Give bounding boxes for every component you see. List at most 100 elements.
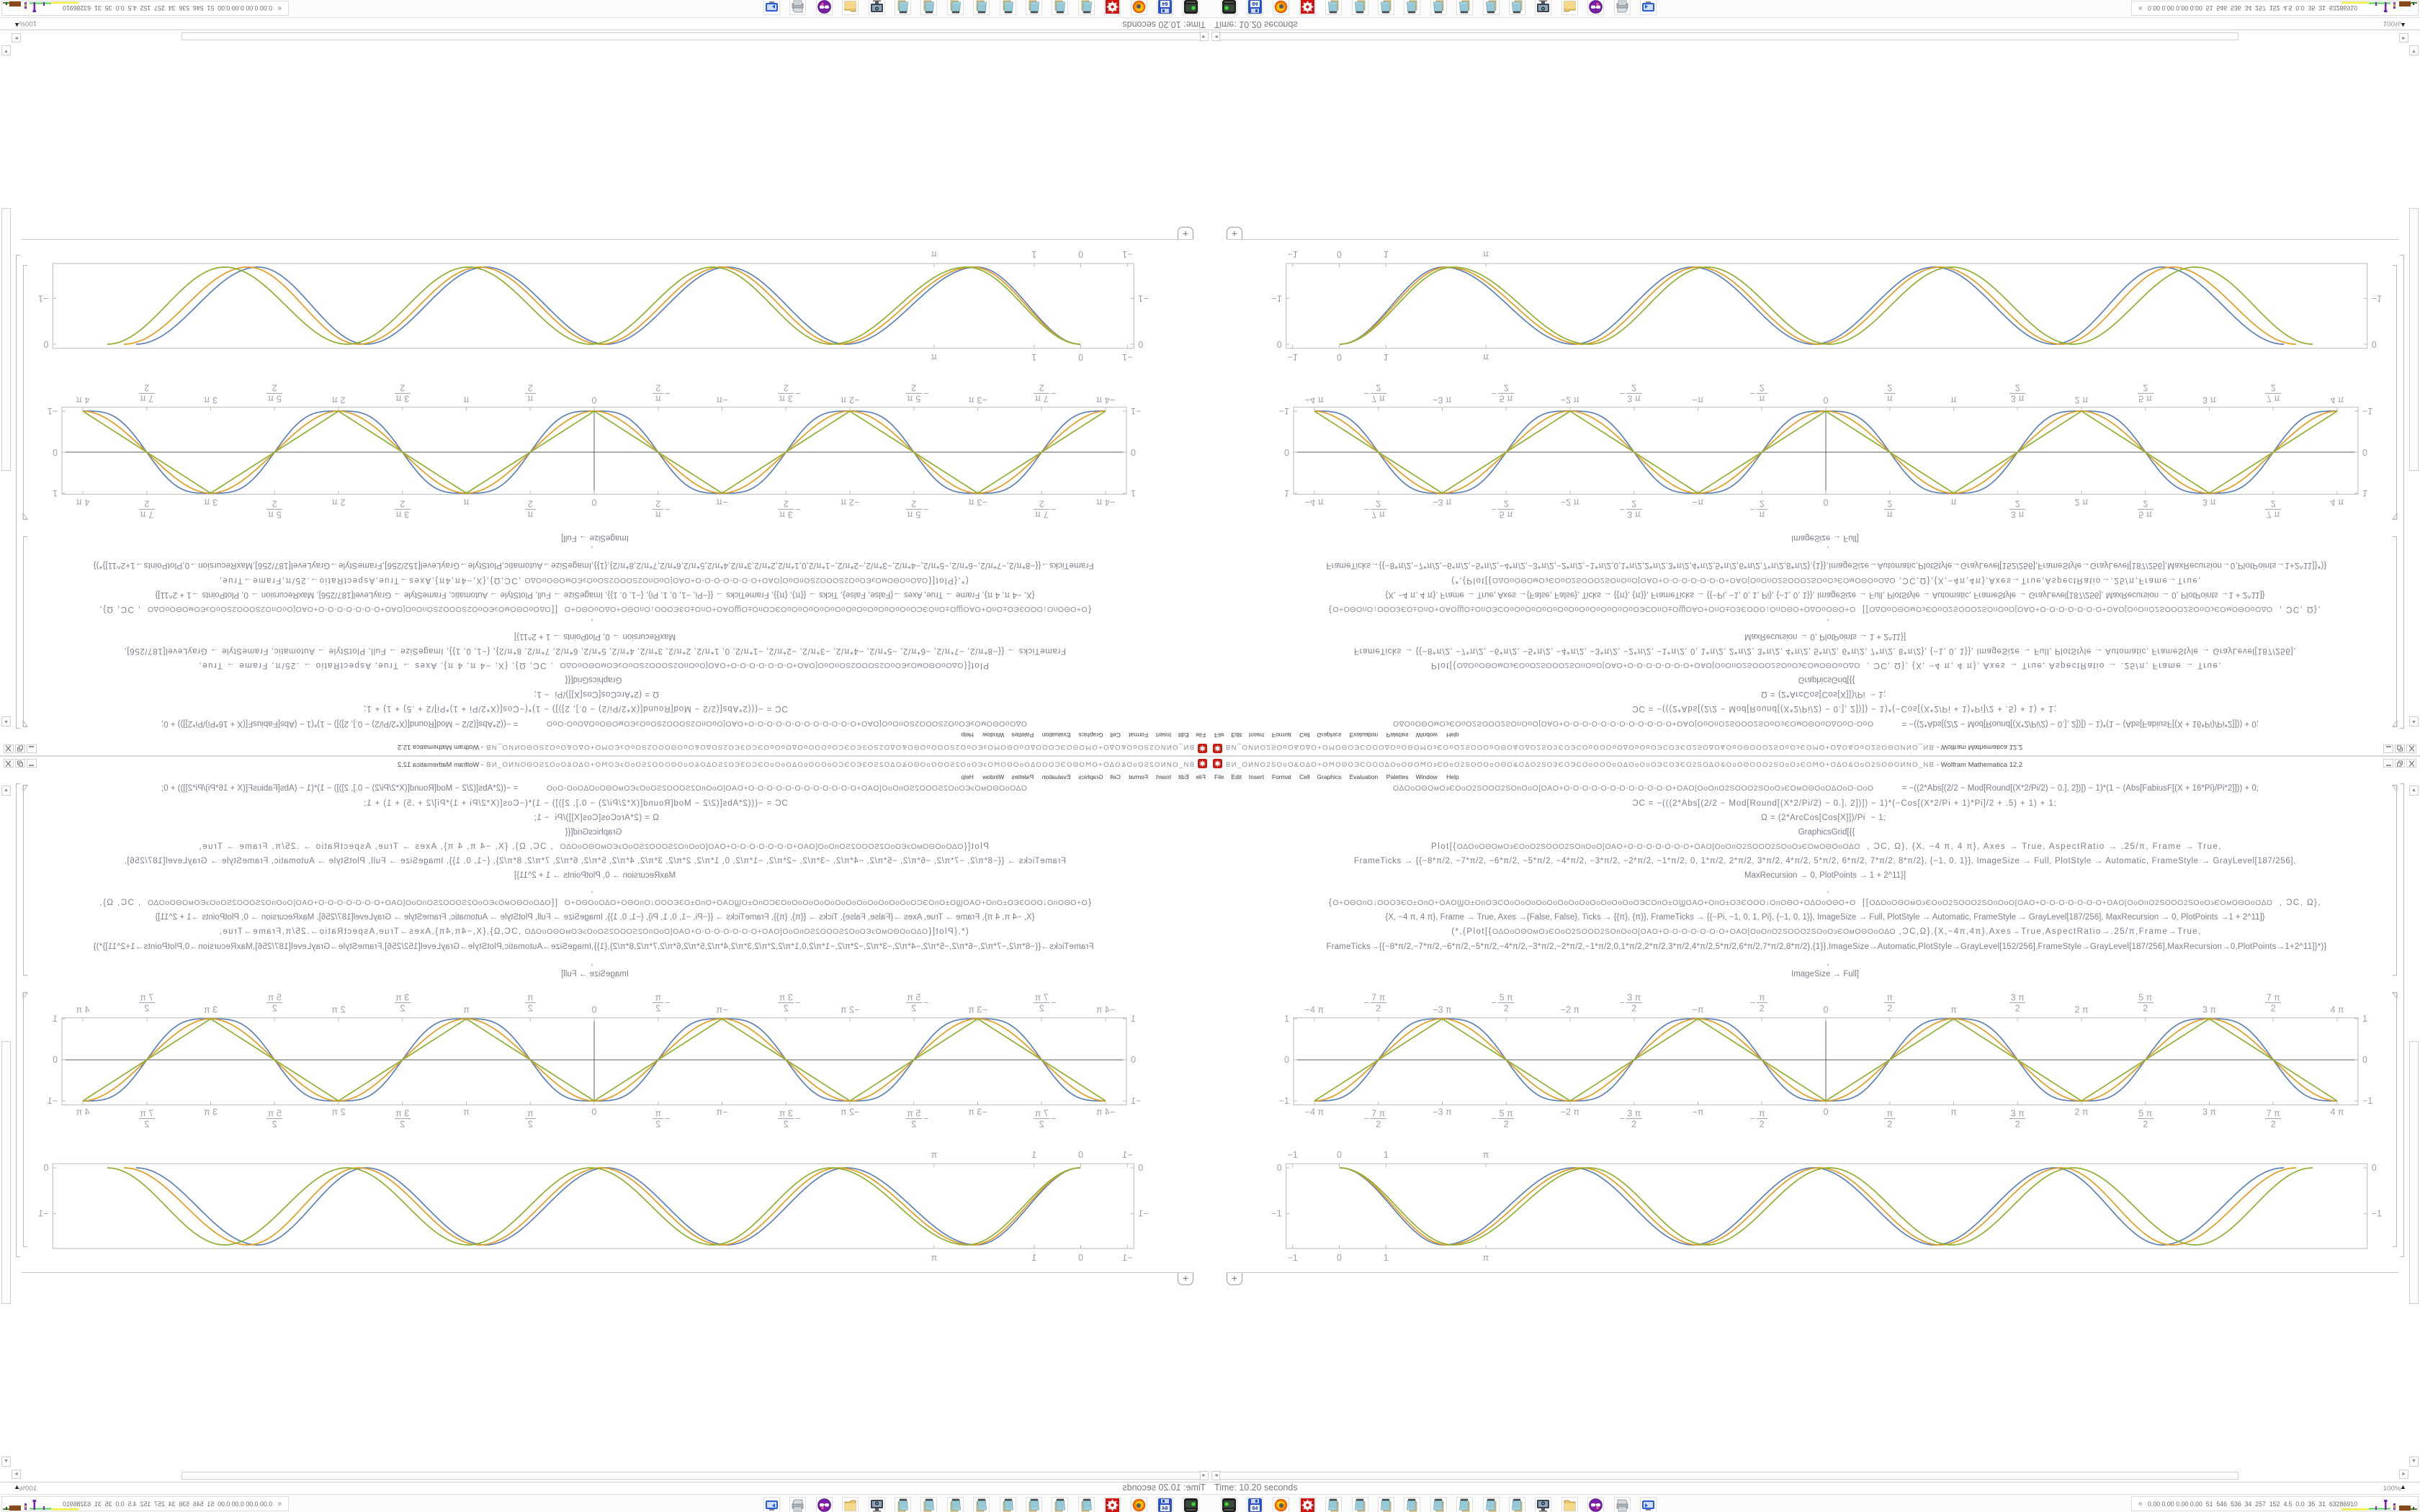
svg-text:3 π: 3 π bbox=[395, 1109, 409, 1119]
svg-text:π: π bbox=[1950, 497, 1957, 507]
svg-text:2: 2 bbox=[1039, 1120, 1044, 1130]
svg-text:2: 2 bbox=[272, 498, 277, 508]
svg-text:π: π bbox=[931, 352, 937, 362]
svg-text:64: 64 bbox=[1162, 1506, 1168, 1511]
svg-text:−1: −1 bbox=[1122, 249, 1132, 259]
svg-text:2: 2 bbox=[400, 1004, 405, 1014]
svg-text:2: 2 bbox=[1376, 1120, 1381, 1130]
svg-text:−π: −π bbox=[716, 1107, 727, 1117]
svg-text:2: 2 bbox=[1504, 498, 1509, 508]
svg-text:−: − bbox=[1364, 998, 1369, 1008]
svg-text:0: 0 bbox=[1131, 447, 1136, 457]
svg-text:2 π: 2 π bbox=[2074, 395, 2088, 405]
svg-text:0: 0 bbox=[1824, 395, 1829, 405]
svg-text:2: 2 bbox=[1504, 1120, 1509, 1130]
svg-text:−1: −1 bbox=[1279, 406, 1289, 416]
svg-text:7 π: 7 π bbox=[1371, 993, 1385, 1003]
svg-text:3 π: 3 π bbox=[2202, 1005, 2216, 1015]
svg-text:−1: −1 bbox=[1288, 1150, 1298, 1160]
svg-text:7 π: 7 π bbox=[2267, 993, 2280, 1003]
svg-text:0: 0 bbox=[1138, 339, 1143, 349]
svg-text:−: − bbox=[923, 1114, 928, 1124]
svg-text:−3 π: −3 π bbox=[1433, 1005, 1452, 1015]
svg-text:π: π bbox=[1483, 1150, 1489, 1160]
svg-text:2: 2 bbox=[1887, 1004, 1892, 1014]
svg-text:7 π: 7 π bbox=[1034, 393, 1048, 403]
svg-text:3 π: 3 π bbox=[779, 993, 792, 1003]
svg-text:−3 π: −3 π bbox=[968, 497, 987, 507]
svg-text:2: 2 bbox=[1760, 498, 1765, 508]
svg-text:π: π bbox=[1950, 1005, 1957, 1015]
svg-text:1: 1 bbox=[1284, 488, 1289, 498]
svg-text:5 π: 5 π bbox=[1500, 393, 1513, 403]
svg-text:−1: −1 bbox=[1122, 1253, 1132, 1263]
svg-text:0: 0 bbox=[1131, 1055, 1136, 1065]
svg-text:2: 2 bbox=[2271, 382, 2276, 392]
svg-text:64: 64 bbox=[1162, 1, 1168, 6]
svg-text:3 π: 3 π bbox=[204, 1107, 218, 1117]
svg-text:π: π bbox=[931, 1150, 937, 1160]
svg-text:−2 π: −2 π bbox=[840, 395, 859, 405]
svg-text:2: 2 bbox=[144, 1120, 149, 1130]
svg-text:−1: −1 bbox=[1288, 352, 1298, 362]
svg-text:2: 2 bbox=[400, 382, 405, 392]
svg-text:0: 0 bbox=[1824, 1107, 1829, 1117]
svg-text:2: 2 bbox=[1376, 498, 1381, 508]
svg-text:0: 0 bbox=[1824, 497, 1829, 507]
svg-text:−: − bbox=[1492, 388, 1497, 398]
svg-text:2: 2 bbox=[272, 1120, 277, 1130]
svg-text:−: − bbox=[795, 998, 800, 1008]
svg-text:3 π: 3 π bbox=[204, 395, 218, 405]
svg-text:2: 2 bbox=[1760, 1004, 1765, 1014]
svg-text:2: 2 bbox=[1039, 1004, 1044, 1014]
svg-text:2: 2 bbox=[2015, 1004, 2020, 1014]
svg-text:4 π: 4 π bbox=[2330, 395, 2344, 405]
svg-text:2: 2 bbox=[911, 382, 916, 392]
svg-text:−3 π: −3 π bbox=[968, 1005, 987, 1015]
svg-text:64: 64 bbox=[1252, 1, 1258, 6]
svg-text:−: − bbox=[1051, 504, 1056, 514]
svg-text:0: 0 bbox=[1824, 1005, 1829, 1015]
svg-text:−2 π: −2 π bbox=[840, 1005, 859, 1015]
svg-text:−1: −1 bbox=[38, 293, 48, 303]
svg-text:5 π: 5 π bbox=[267, 1109, 281, 1119]
svg-text:4 π: 4 π bbox=[2330, 1005, 2344, 1015]
svg-text:−: − bbox=[1364, 1114, 1369, 1124]
svg-text:7 π: 7 π bbox=[140, 993, 153, 1003]
svg-text:−: − bbox=[923, 504, 928, 514]
svg-text:0: 0 bbox=[1078, 352, 1083, 362]
svg-text:1: 1 bbox=[1031, 249, 1036, 259]
svg-text:5 π: 5 π bbox=[1500, 993, 1513, 1003]
svg-text:5 π: 5 π bbox=[907, 509, 920, 519]
svg-text:−: − bbox=[1492, 504, 1497, 514]
svg-text:π: π bbox=[1483, 352, 1489, 362]
svg-text:3 π: 3 π bbox=[2011, 993, 2025, 1003]
svg-text:−1: −1 bbox=[1138, 1209, 1148, 1219]
svg-text:2: 2 bbox=[1039, 382, 1044, 392]
svg-text:2: 2 bbox=[1376, 1004, 1381, 1014]
svg-text:3 π: 3 π bbox=[2011, 1109, 2025, 1119]
svg-text:2: 2 bbox=[911, 498, 916, 508]
svg-text:2: 2 bbox=[1376, 382, 1381, 392]
svg-text:2: 2 bbox=[2015, 1120, 2020, 1130]
svg-text:0: 0 bbox=[2372, 1163, 2377, 1173]
svg-text:−3 π: −3 π bbox=[968, 1107, 987, 1117]
svg-text:−: − bbox=[1620, 1114, 1625, 1124]
svg-text:−: − bbox=[923, 388, 928, 398]
svg-text:2 π: 2 π bbox=[331, 1005, 345, 1015]
svg-text:0: 0 bbox=[591, 1005, 596, 1015]
svg-text:0: 0 bbox=[1284, 1055, 1289, 1065]
svg-text:2: 2 bbox=[655, 382, 660, 392]
svg-text:π: π bbox=[1759, 1109, 1765, 1119]
svg-text:1: 1 bbox=[53, 488, 58, 498]
svg-text:−1: −1 bbox=[1271, 293, 1281, 303]
svg-text:−4 π: −4 π bbox=[1095, 1107, 1115, 1117]
svg-text:π: π bbox=[1950, 395, 1957, 405]
svg-text:π: π bbox=[1950, 1107, 1957, 1117]
svg-text:π: π bbox=[1759, 509, 1765, 519]
svg-text:−1: −1 bbox=[1271, 1209, 1281, 1219]
svg-text:2: 2 bbox=[1887, 1120, 1892, 1130]
svg-text:−: − bbox=[1051, 1114, 1056, 1124]
svg-text:3 π: 3 π bbox=[204, 1005, 218, 1015]
svg-text:2: 2 bbox=[1887, 498, 1892, 508]
